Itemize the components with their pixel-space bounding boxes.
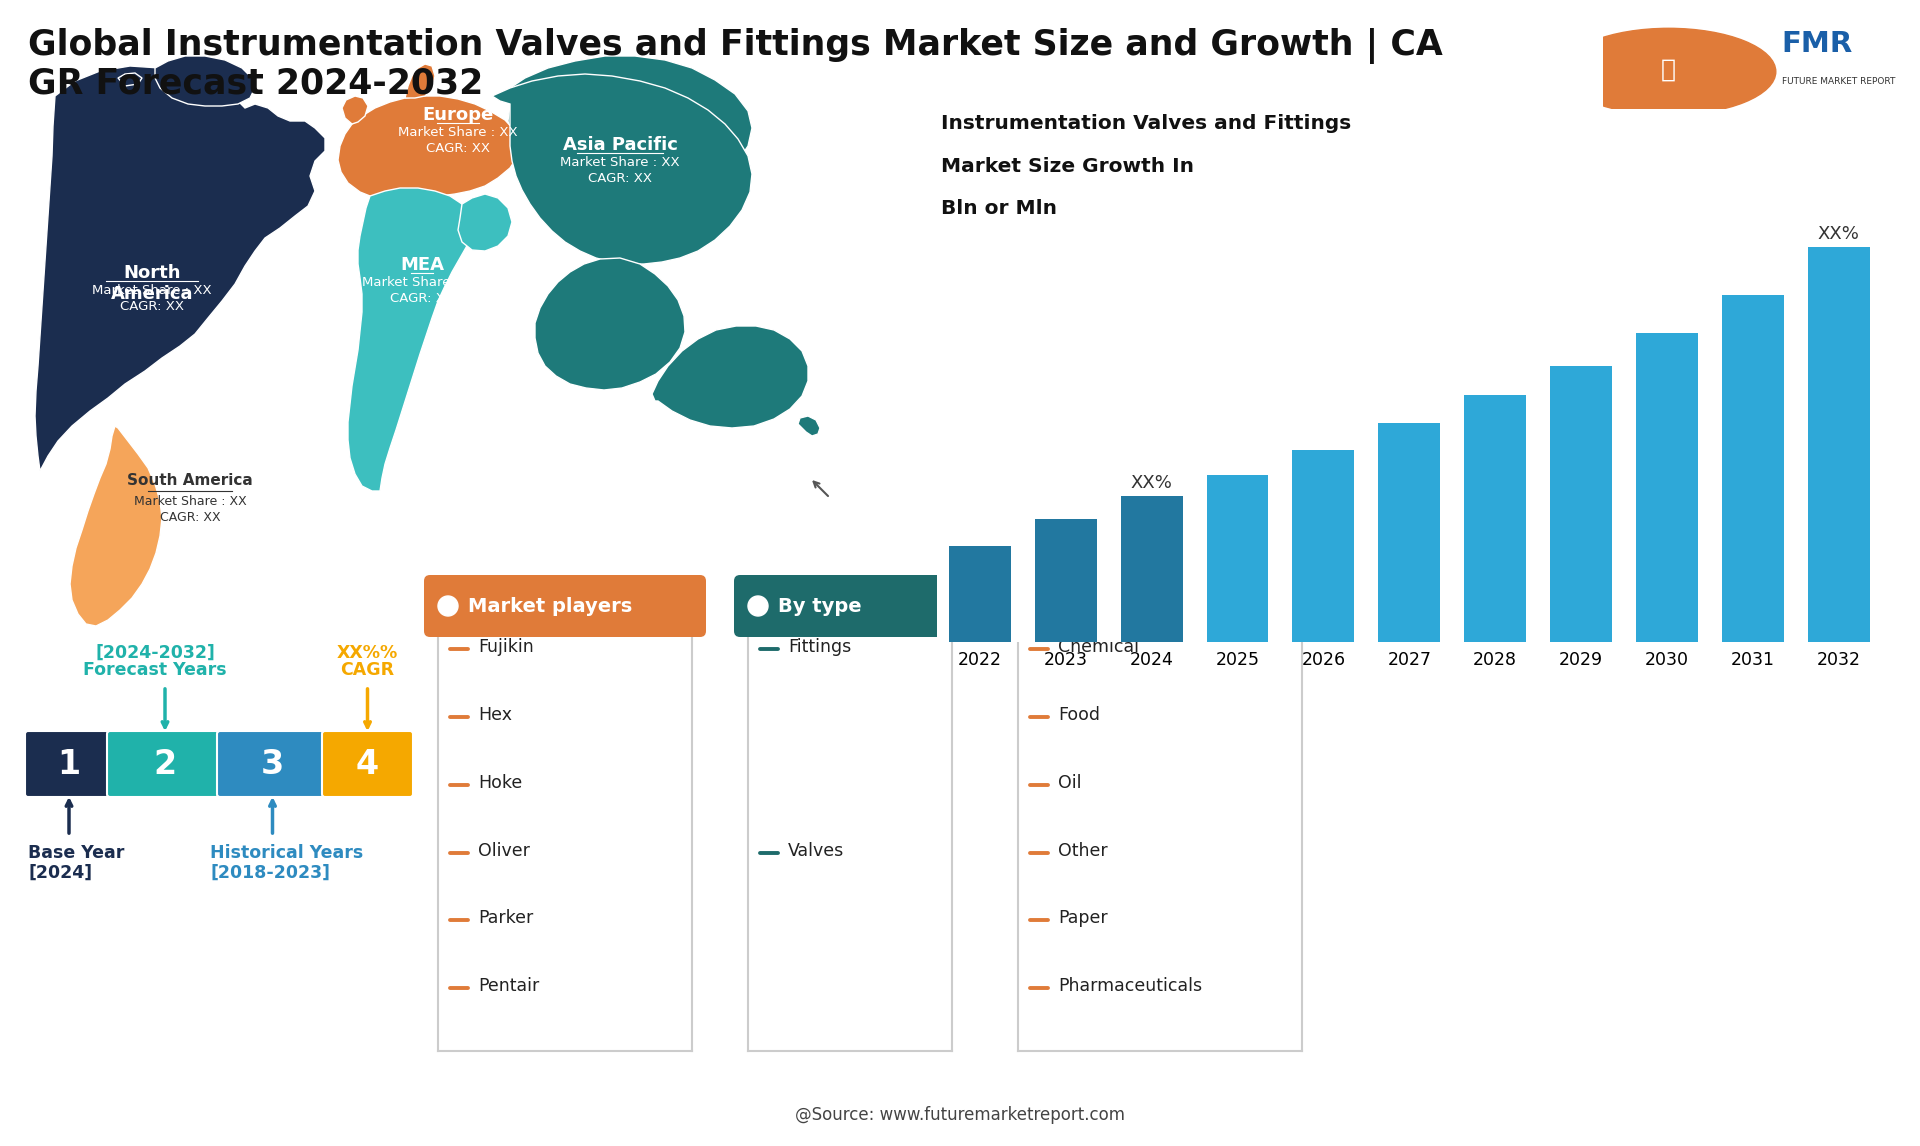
Bar [1465,394,1526,642]
Circle shape [749,596,768,617]
Text: Chemical: Chemical [1058,638,1139,656]
Text: Pharmaceuticals: Pharmaceuticals [1058,978,1202,995]
Polygon shape [509,56,753,194]
Circle shape [1561,29,1776,115]
Bar [1722,295,1784,642]
FancyBboxPatch shape [217,731,328,796]
Polygon shape [536,258,685,390]
Text: CAGR: XX: CAGR: XX [426,141,490,155]
Text: Forecast Years: Forecast Years [83,661,227,678]
Bar [1292,450,1354,642]
Text: 3: 3 [261,747,284,780]
Polygon shape [653,325,808,427]
Text: Global Instrumentation Valves and Fittings Market Size and Growth | CA: Global Instrumentation Valves and Fittin… [29,28,1442,64]
Text: CAGR: XX: CAGR: XX [119,299,184,313]
Text: XX%%: XX%% [336,644,397,662]
Text: CAGR: XX: CAGR: XX [390,291,453,305]
Text: Market Share : XX: Market Share : XX [363,275,482,289]
Text: Other: Other [1058,841,1108,860]
Text: CAGR: CAGR [340,661,396,678]
Text: 4: 4 [355,747,378,780]
Polygon shape [348,188,472,490]
Text: Valves: Valves [787,841,845,860]
Text: Oil: Oil [1058,774,1081,792]
Polygon shape [69,426,161,626]
Bar [1121,496,1183,642]
Polygon shape [342,96,369,124]
Polygon shape [156,56,255,105]
FancyBboxPatch shape [25,731,113,796]
Bar [948,545,1010,642]
Text: Instrumentation Valves and Fittings: Instrumentation Valves and Fittings [941,115,1352,133]
Polygon shape [492,74,753,264]
Text: Oliver: Oliver [478,841,530,860]
FancyBboxPatch shape [323,731,413,796]
Text: North
America: North America [111,264,194,303]
Text: 2: 2 [154,747,177,780]
Text: Market Share : XX: Market Share : XX [397,126,518,139]
Text: FMR: FMR [1782,30,1853,58]
Text: CAGR: XX: CAGR: XX [588,172,653,185]
FancyBboxPatch shape [424,575,707,637]
Text: Base Year: Base Year [29,843,125,862]
Text: Fujikin: Fujikin [478,638,534,656]
Text: Paper: Paper [1058,909,1108,927]
FancyBboxPatch shape [1004,575,1315,637]
Text: Market Share : XX: Market Share : XX [134,495,246,508]
Text: XX%: XX% [1818,226,1860,243]
Text: Parker: Parker [478,909,534,927]
FancyBboxPatch shape [733,575,966,637]
Text: Hoke: Hoke [478,774,522,792]
Polygon shape [338,96,520,201]
Bar [1809,248,1870,642]
Polygon shape [405,64,436,99]
Text: Hex: Hex [478,706,513,724]
Text: Asia Pacific: Asia Pacific [563,136,678,154]
Text: 1: 1 [58,747,81,780]
Text: Market Size Growth In: Market Size Growth In [941,157,1194,175]
Text: XX%: XX% [1131,474,1173,493]
Circle shape [438,596,459,617]
Text: Market Share : XX: Market Share : XX [561,156,680,168]
Polygon shape [117,73,142,86]
Text: South America: South America [127,473,253,488]
Text: ⦿: ⦿ [1661,57,1676,81]
Bar [1549,366,1613,642]
Bar [1379,423,1440,642]
Text: Market Share : XX: Market Share : XX [92,283,211,297]
Text: Pentair: Pentair [478,978,540,995]
FancyBboxPatch shape [108,731,223,796]
Text: Historical Years: Historical Years [209,843,363,862]
Text: By type: By type [778,597,862,615]
Text: CAGR: XX: CAGR: XX [159,511,221,524]
Polygon shape [35,66,324,471]
Text: Food: Food [1058,706,1100,724]
Text: [2024]: [2024] [29,864,92,882]
Bar [1206,476,1269,642]
Text: Europe: Europe [422,105,493,124]
Text: GR Forecast 2024-2032: GR Forecast 2024-2032 [29,66,484,100]
Text: [2024-2032]: [2024-2032] [96,644,215,662]
Text: @Source: www.futuremarketreport.com: @Source: www.futuremarketreport.com [795,1106,1125,1124]
Text: By application: By application [1048,597,1204,615]
Text: Fittings: Fittings [787,638,851,656]
Text: [2018-2023]: [2018-2023] [209,864,330,882]
Bar [1636,333,1697,642]
Polygon shape [459,194,513,251]
Text: Market players: Market players [468,597,632,615]
Text: MEA: MEA [399,256,444,274]
Text: FUTURE MARKET REPORT: FUTURE MARKET REPORT [1782,77,1895,86]
Polygon shape [799,416,820,435]
Bar [1035,519,1096,642]
Text: Bln or Mln: Bln or Mln [941,199,1058,219]
Circle shape [1018,596,1039,617]
